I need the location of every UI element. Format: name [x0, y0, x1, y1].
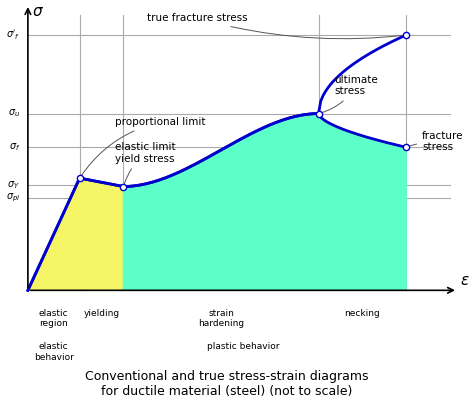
Text: strain
hardening: strain hardening — [198, 309, 244, 328]
Polygon shape — [28, 178, 123, 290]
Text: true fracture stress: true fracture stress — [147, 13, 403, 39]
Text: $\sigma'_f$: $\sigma'_f$ — [6, 28, 20, 42]
Text: $\sigma_f$: $\sigma_f$ — [9, 141, 20, 153]
Text: elastic
region: elastic region — [39, 309, 69, 328]
Text: $\sigma_Y$: $\sigma_Y$ — [7, 179, 20, 191]
Text: elastic limit
yield stress: elastic limit yield stress — [116, 142, 176, 184]
Text: Conventional and true stress-strain diagrams
for ductile material (steel) (not t: Conventional and true stress-strain diag… — [85, 370, 369, 398]
Polygon shape — [123, 113, 406, 290]
Text: fracture
stress: fracture stress — [409, 131, 464, 152]
Text: $\sigma_u$: $\sigma_u$ — [8, 108, 20, 119]
Text: elastic
behavior: elastic behavior — [34, 342, 73, 362]
Text: yielding: yielding — [83, 309, 119, 318]
Text: plastic behavior: plastic behavior — [207, 342, 279, 351]
Text: proportional limit: proportional limit — [81, 117, 206, 176]
Text: $\sigma$: $\sigma$ — [32, 4, 44, 19]
Text: necking: necking — [345, 309, 380, 318]
Text: ultimate
stress: ultimate stress — [321, 75, 378, 113]
Text: $\sigma_{pl}$: $\sigma_{pl}$ — [6, 192, 20, 204]
Text: $\epsilon$: $\epsilon$ — [460, 273, 470, 288]
